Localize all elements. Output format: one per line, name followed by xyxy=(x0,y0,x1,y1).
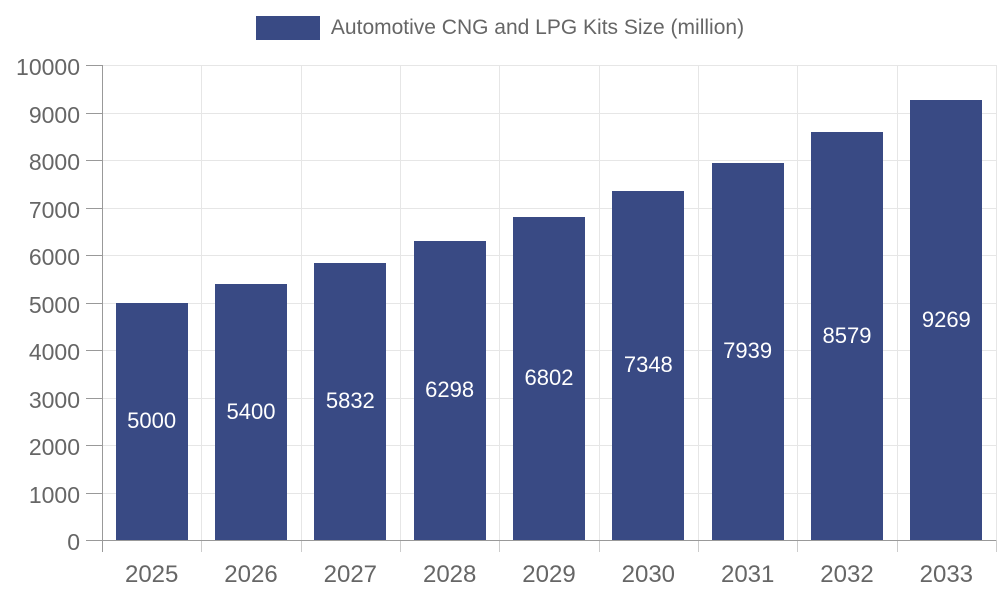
y-axis-tick-label: 3000 xyxy=(28,386,80,413)
y-gridline xyxy=(102,207,996,209)
x-gridline xyxy=(797,65,799,540)
x-gridline xyxy=(698,65,699,540)
x-axis-category-label: 2030 xyxy=(621,561,676,588)
x-axis-category-label: 2027 xyxy=(323,561,378,588)
bar-2031[interactable] xyxy=(711,162,784,540)
x-axis-tick xyxy=(896,540,898,552)
x-gridline xyxy=(400,65,401,540)
y-axis-tick-label: 4000 xyxy=(28,339,80,365)
x-gridline xyxy=(201,65,203,540)
x-axis-category-label: 2032 xyxy=(820,561,874,588)
y-axis-tick-label: 6000 xyxy=(28,244,80,270)
x-axis-tick xyxy=(698,540,699,552)
x-axis-tick xyxy=(797,540,799,552)
y-axis-line xyxy=(102,65,103,552)
y-axis-tick xyxy=(86,445,102,446)
x-axis-category-label: 2026 xyxy=(224,561,278,588)
legend-item[interactable]: Automotive CNG and LPG Kits Size (millio… xyxy=(0,16,1000,40)
bar-2028[interactable] xyxy=(413,240,486,540)
legend-swatch xyxy=(255,16,320,40)
y-gridline xyxy=(102,65,996,66)
x-gridline xyxy=(996,65,997,540)
y-axis-tick xyxy=(86,255,102,256)
x-gridline xyxy=(300,65,302,540)
bar-2030[interactable] xyxy=(612,190,685,540)
y-axis-tick xyxy=(86,160,102,161)
bar-2025[interactable] xyxy=(115,302,188,540)
bar-2033[interactable] xyxy=(910,99,983,540)
y-axis-tick-label: 1000 xyxy=(28,481,80,508)
y-axis-tick xyxy=(86,492,102,494)
x-axis-tick xyxy=(996,540,997,552)
y-gridline xyxy=(102,160,996,161)
y-axis-tick-label: 0 xyxy=(67,529,80,555)
y-axis-tick xyxy=(86,397,102,399)
y-axis-tick-label: 5000 xyxy=(28,291,80,318)
x-axis-line xyxy=(102,540,996,541)
y-gridline xyxy=(102,112,996,114)
x-axis-category-label: 2029 xyxy=(522,561,576,588)
x-axis-tick xyxy=(499,540,501,552)
y-axis-tick-label: 8000 xyxy=(28,149,80,175)
y-axis-tick xyxy=(86,65,102,66)
bar-2032[interactable] xyxy=(811,132,883,540)
bar-2026[interactable] xyxy=(215,283,287,540)
y-axis-tick-label: 10000 xyxy=(16,54,80,80)
y-axis-tick xyxy=(86,207,102,209)
y-axis-tick xyxy=(86,350,102,351)
x-axis-category-label: 2025 xyxy=(124,561,179,588)
legend-label: Automotive CNG and LPG Kits Size (millio… xyxy=(330,16,745,39)
x-axis-tick xyxy=(300,540,302,552)
y-axis-tick-label: 9000 xyxy=(28,101,80,128)
y-axis-tick xyxy=(86,302,102,304)
x-axis-category-label: 2028 xyxy=(422,561,477,588)
x-axis-tick xyxy=(598,540,600,552)
y-axis-tick-label: 7000 xyxy=(28,196,80,223)
y-axis-tick xyxy=(86,540,102,541)
y-axis-tick-label: 2000 xyxy=(28,434,80,460)
bar-2029[interactable] xyxy=(513,216,585,540)
x-axis-category-label: 2031 xyxy=(720,561,775,588)
x-gridline xyxy=(598,65,600,540)
y-axis-tick xyxy=(86,112,102,114)
x-gridline xyxy=(896,65,898,540)
x-axis-tick xyxy=(400,540,401,552)
x-axis-tick xyxy=(201,540,203,552)
bar-2027[interactable] xyxy=(314,262,387,540)
x-axis-category-label: 2033 xyxy=(919,561,974,588)
x-gridline xyxy=(499,65,501,540)
